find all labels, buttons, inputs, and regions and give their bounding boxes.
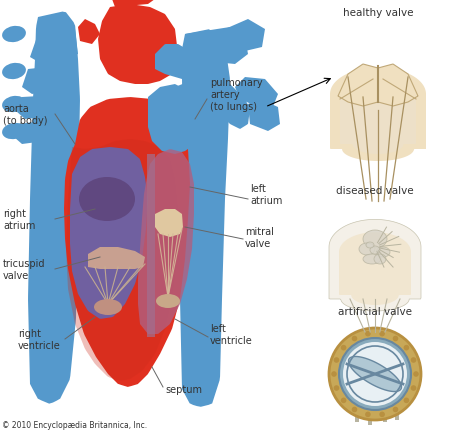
Polygon shape: [28, 13, 80, 404]
Polygon shape: [386, 233, 390, 274]
Text: left
ventricle: left ventricle: [210, 323, 253, 345]
Ellipse shape: [363, 230, 387, 248]
Polygon shape: [383, 382, 387, 422]
Polygon shape: [400, 233, 404, 273]
Text: tricuspid
valve: tricuspid valve: [3, 259, 46, 280]
Circle shape: [413, 372, 419, 377]
Circle shape: [365, 411, 371, 417]
Polygon shape: [98, 5, 178, 85]
Polygon shape: [340, 81, 416, 155]
Circle shape: [352, 336, 357, 342]
Circle shape: [334, 385, 339, 391]
Polygon shape: [338, 65, 378, 107]
Polygon shape: [370, 233, 374, 276]
Circle shape: [379, 411, 385, 417]
Polygon shape: [14, 118, 76, 145]
Polygon shape: [180, 30, 230, 407]
Ellipse shape: [94, 299, 122, 315]
Circle shape: [411, 357, 416, 363]
Text: mitral
valve: mitral valve: [245, 227, 274, 248]
Ellipse shape: [79, 178, 135, 221]
Polygon shape: [395, 382, 399, 420]
Polygon shape: [22, 65, 78, 95]
Circle shape: [411, 385, 416, 391]
Ellipse shape: [363, 254, 381, 264]
Circle shape: [392, 336, 398, 342]
Polygon shape: [378, 65, 418, 107]
Polygon shape: [155, 45, 250, 130]
Ellipse shape: [370, 247, 380, 254]
Polygon shape: [112, 0, 155, 8]
Ellipse shape: [359, 243, 375, 256]
Text: left
atrium: left atrium: [250, 184, 283, 205]
Circle shape: [341, 345, 346, 351]
Text: healthy valve: healthy valve: [343, 8, 413, 18]
Polygon shape: [138, 150, 194, 334]
Ellipse shape: [2, 97, 26, 113]
Circle shape: [379, 331, 385, 337]
Polygon shape: [30, 30, 78, 65]
Polygon shape: [78, 20, 100, 45]
Polygon shape: [175, 78, 232, 112]
Text: aorta
(to body): aorta (to body): [3, 104, 47, 125]
Circle shape: [365, 331, 371, 337]
Circle shape: [343, 342, 407, 406]
Circle shape: [334, 357, 339, 363]
Circle shape: [331, 372, 337, 377]
Polygon shape: [155, 210, 183, 237]
Circle shape: [329, 328, 421, 420]
Polygon shape: [330, 69, 426, 161]
Polygon shape: [368, 382, 372, 425]
Circle shape: [352, 407, 357, 412]
Polygon shape: [339, 233, 411, 305]
Ellipse shape: [2, 124, 26, 140]
Ellipse shape: [2, 27, 26, 43]
Text: artificial valve: artificial valve: [338, 306, 412, 316]
Polygon shape: [348, 357, 401, 391]
Ellipse shape: [366, 243, 374, 248]
Polygon shape: [16, 95, 77, 120]
Polygon shape: [88, 247, 145, 270]
Circle shape: [403, 398, 409, 403]
Polygon shape: [225, 20, 265, 52]
Circle shape: [403, 345, 409, 351]
Polygon shape: [185, 28, 248, 65]
Ellipse shape: [376, 247, 390, 257]
Text: right
ventricle: right ventricle: [18, 329, 61, 350]
Polygon shape: [329, 220, 421, 311]
Text: pulmonary
artery
(to lungs): pulmonary artery (to lungs): [210, 78, 263, 112]
Polygon shape: [356, 233, 360, 274]
Polygon shape: [147, 155, 155, 337]
Ellipse shape: [2, 64, 26, 80]
Text: © 2010 Encyclopædia Britannica, Inc.: © 2010 Encyclopædia Britannica, Inc.: [2, 420, 147, 429]
Ellipse shape: [156, 294, 180, 308]
Circle shape: [341, 398, 346, 403]
Text: septum: septum: [165, 384, 202, 394]
Text: right
atrium: right atrium: [3, 209, 36, 230]
Polygon shape: [70, 148, 148, 319]
Circle shape: [392, 407, 398, 412]
Polygon shape: [64, 98, 190, 387]
Polygon shape: [148, 85, 200, 155]
Polygon shape: [235, 78, 278, 110]
Polygon shape: [248, 100, 280, 132]
Text: diseased valve: diseased valve: [336, 186, 414, 196]
Circle shape: [339, 338, 411, 410]
Polygon shape: [66, 140, 178, 381]
Ellipse shape: [374, 254, 386, 264]
Polygon shape: [355, 382, 359, 422]
